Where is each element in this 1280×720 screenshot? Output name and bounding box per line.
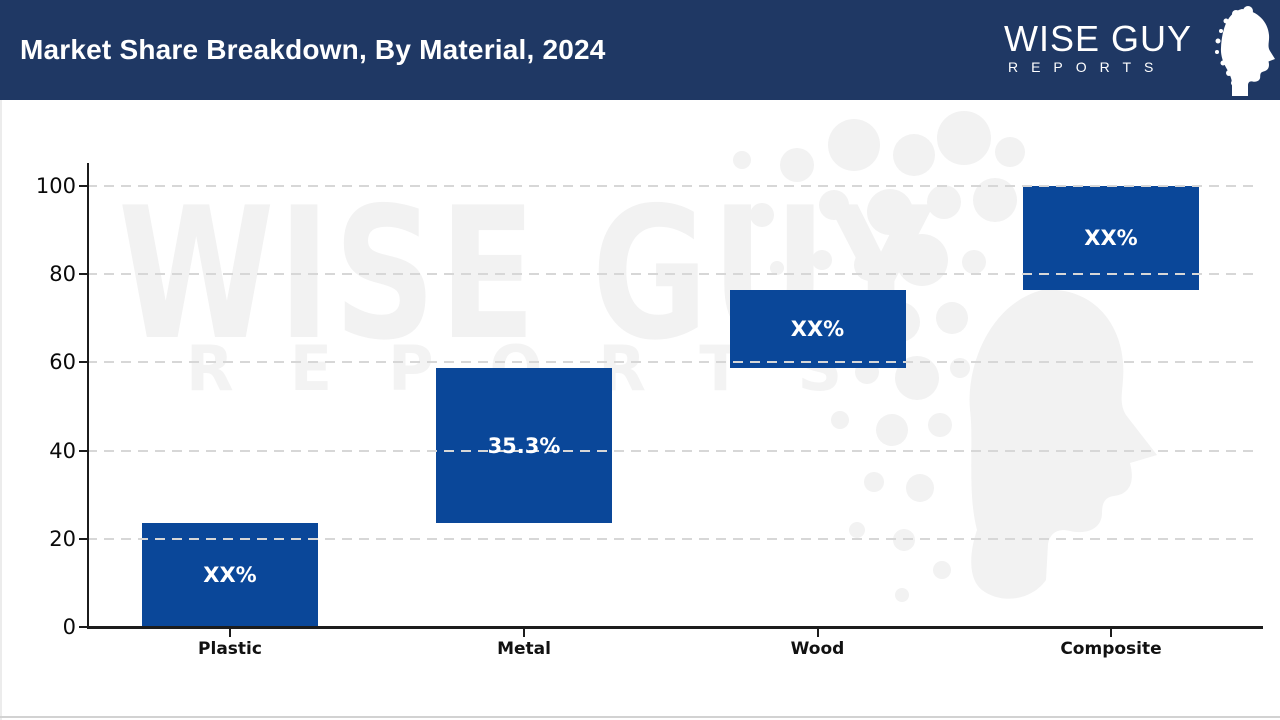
- y-tick-80: [79, 273, 87, 276]
- gridline-y20: [87, 537, 1253, 540]
- gridline-y100: [87, 185, 1253, 187]
- page-title: Market Share Breakdown, By Material, 202…: [20, 34, 606, 65]
- gridline-y80: [87, 273, 1253, 276]
- y-tick-0: [79, 626, 87, 628]
- y-tick-100: [79, 185, 87, 187]
- bar-value-label: XX%: [1084, 225, 1138, 250]
- x-category-label: Metal: [497, 639, 551, 659]
- y-tick-20: [79, 537, 87, 540]
- y-tick-label: 60: [49, 350, 76, 375]
- x-tick-plastic: [229, 629, 231, 637]
- y-tick-label: 80: [49, 262, 76, 287]
- brand-logo: WISE GUY REPORTS: [1004, 20, 1192, 76]
- brand-head-icon: [1215, 6, 1275, 96]
- bar-plastic: [142, 523, 318, 627]
- y-tick-label: 0: [62, 615, 76, 639]
- x-category-label: Composite: [1060, 639, 1162, 659]
- gridline-y40: [87, 449, 1253, 452]
- brand-name: WISE GUY: [1003, 18, 1192, 59]
- y-tick-label: 100: [35, 174, 76, 198]
- y-tick-label: 20: [49, 526, 76, 551]
- x-tick-metal: [523, 629, 525, 637]
- x-tick-composite: [1110, 629, 1112, 637]
- gridline-y60: [87, 361, 1253, 364]
- bar-value-label: 35.3%: [487, 433, 561, 458]
- bar-metal: [436, 367, 612, 524]
- x-tick-wood: [816, 629, 819, 637]
- y-tick-60: [79, 361, 87, 364]
- y-axis-spine: [87, 163, 89, 629]
- bar-composite: [1023, 186, 1199, 290]
- brand-subtitle: REPORTS: [1007, 59, 1167, 75]
- x-category-label: Wood: [790, 639, 845, 659]
- y-tick-40: [79, 449, 87, 452]
- watermark-head-icon: [733, 111, 1157, 602]
- page-bottom-border: [0, 716, 1280, 718]
- bar-value-label: XX%: [790, 316, 845, 341]
- y-tick-label: 40: [49, 438, 76, 463]
- x-category-label: Plastic: [198, 639, 262, 659]
- bar-wood: [729, 289, 906, 368]
- header: Market Share Breakdown, By Material, 202…: [0, 0, 1280, 100]
- x-axis-spine: [87, 626, 1263, 629]
- bar-value-label: XX%: [203, 563, 257, 588]
